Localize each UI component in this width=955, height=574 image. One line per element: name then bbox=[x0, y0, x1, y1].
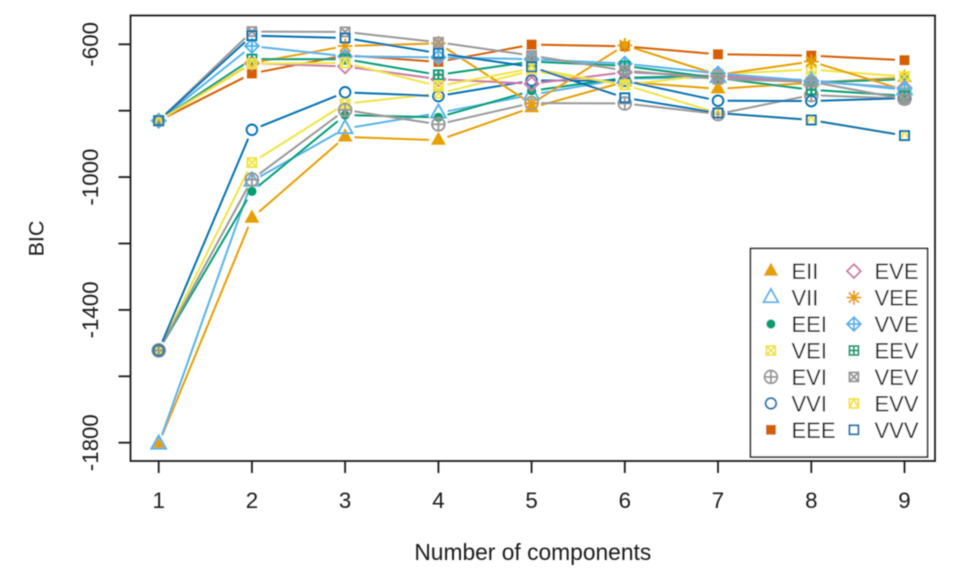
svg-text:VEV: VEV bbox=[875, 365, 919, 390]
svg-text:7: 7 bbox=[712, 488, 724, 513]
svg-text:4: 4 bbox=[432, 488, 444, 513]
svg-text:VVE: VVE bbox=[875, 312, 919, 337]
svg-text:8: 8 bbox=[805, 488, 817, 513]
svg-text:EVV: EVV bbox=[875, 391, 919, 416]
svg-text:9: 9 bbox=[898, 488, 910, 513]
svg-text:-1400: -1400 bbox=[78, 281, 103, 338]
svg-text:VEI: VEI bbox=[792, 339, 827, 364]
svg-text:BIC: BIC bbox=[25, 221, 49, 257]
svg-text:-1000: -1000 bbox=[78, 149, 103, 206]
svg-text:2: 2 bbox=[246, 488, 258, 513]
svg-text:EII: EII bbox=[792, 259, 819, 284]
svg-text:VVV: VVV bbox=[875, 418, 919, 443]
svg-text:Number of components: Number of components bbox=[414, 539, 651, 565]
svg-text:VVI: VVI bbox=[792, 391, 827, 416]
svg-text:EEI: EEI bbox=[792, 312, 827, 337]
svg-text:EVI: EVI bbox=[792, 365, 827, 390]
svg-text:EEV: EEV bbox=[875, 339, 919, 364]
svg-text:-600: -600 bbox=[78, 22, 103, 67]
svg-text:-1800: -1800 bbox=[78, 414, 103, 471]
svg-text:VII: VII bbox=[792, 286, 819, 311]
svg-text:5: 5 bbox=[525, 488, 537, 513]
svg-text:EVE: EVE bbox=[875, 259, 919, 284]
svg-text:EEE: EEE bbox=[792, 418, 836, 443]
svg-text:1: 1 bbox=[152, 488, 164, 513]
svg-text:VEE: VEE bbox=[875, 286, 919, 311]
svg-text:3: 3 bbox=[339, 488, 351, 513]
svg-text:6: 6 bbox=[619, 488, 631, 513]
